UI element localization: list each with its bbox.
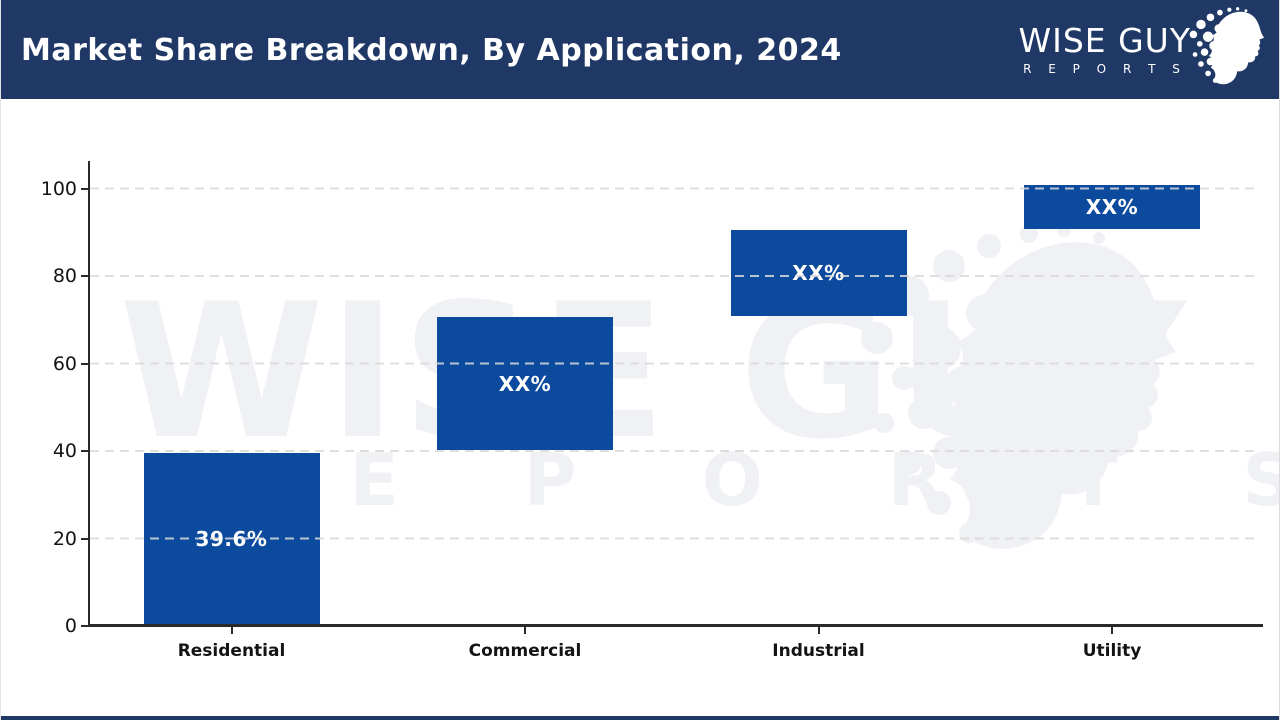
- y-tick-mark: [81, 187, 88, 190]
- wiseguy-logo: WISE GUY R E P O R T S: [1018, 4, 1273, 96]
- bar-value-label: XX%: [498, 371, 552, 396]
- x-axis: [88, 624, 1263, 627]
- bar-utility: XX%: [1024, 185, 1200, 230]
- bar-value-label: XX%: [1085, 195, 1139, 220]
- header-bar: Market Share Breakdown, By Application, …: [1, 0, 1279, 99]
- x-category-label-utility: Utility: [1082, 641, 1142, 661]
- y-tick-label: 0: [64, 615, 77, 637]
- y-tick-mark: [81, 537, 88, 540]
- bar-value-label: 39.6%: [195, 527, 268, 552]
- y-tick-mark: [81, 450, 88, 452]
- y-tick-label: 20: [52, 527, 77, 550]
- y-tick-label: 60: [52, 352, 77, 375]
- footer-bar: [1, 716, 1279, 720]
- y-tick-label: 40: [52, 440, 77, 462]
- x-category-label-industrial: Industrial: [772, 641, 865, 661]
- x-tick-mark: [230, 627, 233, 634]
- x-tick-mark: [1111, 627, 1113, 634]
- x-category-label-residential: Residential: [177, 641, 286, 661]
- bar-industrial: XX%: [730, 230, 907, 316]
- logo-reports-label: R E P O R T S: [1023, 61, 1187, 76]
- wiseguy-head-icon: [1189, 7, 1265, 85]
- y-axis: [88, 161, 90, 627]
- y-tick-label: 80: [52, 265, 77, 287]
- bar-residential: 39.6%: [143, 452, 320, 626]
- y-tick-mark: [81, 362, 88, 365]
- watermark-head-icon: [861, 223, 1176, 549]
- y-tick-label: 100: [40, 177, 77, 200]
- y-tick-mark: [81, 625, 88, 627]
- bar-commercial: XX%: [437, 317, 613, 451]
- bar-value-label: XX%: [792, 260, 845, 285]
- wiseguy-logo-text: WISE GUY R E P O R T S: [1018, 24, 1191, 76]
- y-tick-mark: [81, 275, 88, 277]
- x-category-label-commercial: Commercial: [468, 641, 582, 661]
- page-title: Market Share Breakdown, By Application, …: [21, 33, 842, 68]
- x-tick-mark: [524, 627, 526, 634]
- x-tick-mark: [817, 627, 820, 634]
- logo-wiseguy-label: WISE GUY: [1018, 21, 1191, 61]
